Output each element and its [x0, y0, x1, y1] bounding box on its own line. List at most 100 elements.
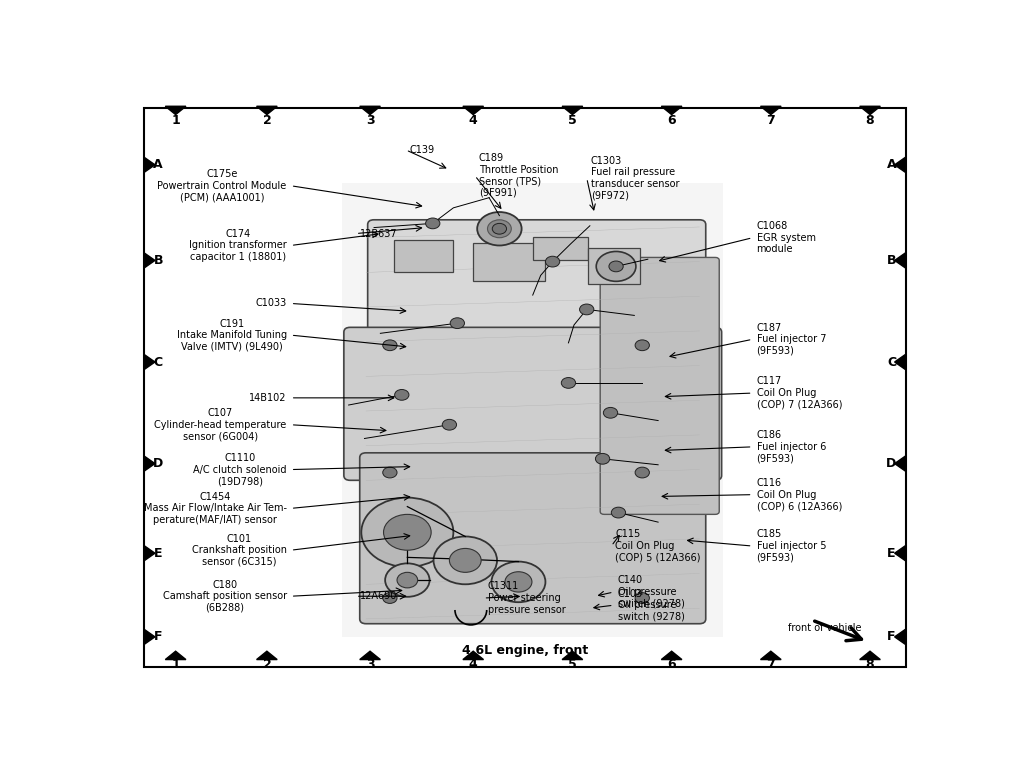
Circle shape	[595, 453, 609, 464]
Circle shape	[635, 593, 649, 604]
Text: C189
Throttle Position
Sensor (TPS)
(9F991): C189 Throttle Position Sensor (TPS) (9F9…	[479, 153, 558, 198]
Text: C186
Fuel injector 6
(9F593): C186 Fuel injector 6 (9F593)	[757, 430, 826, 463]
Text: 2: 2	[262, 113, 271, 126]
Polygon shape	[165, 651, 186, 660]
Circle shape	[477, 212, 521, 245]
Polygon shape	[143, 546, 155, 561]
Text: D: D	[153, 457, 163, 470]
FancyBboxPatch shape	[359, 453, 706, 624]
Circle shape	[493, 223, 507, 234]
Polygon shape	[143, 456, 155, 471]
Circle shape	[487, 220, 511, 237]
Polygon shape	[143, 157, 155, 172]
Text: B: B	[154, 254, 163, 267]
Circle shape	[546, 256, 560, 267]
Polygon shape	[895, 354, 905, 370]
Circle shape	[384, 514, 431, 550]
Text: 14B102: 14B102	[249, 393, 287, 403]
Text: 7: 7	[766, 658, 775, 670]
Polygon shape	[662, 106, 682, 115]
Text: 8: 8	[865, 113, 874, 126]
Text: C185
Fuel injector 5
(9F593): C185 Fuel injector 5 (9F593)	[757, 529, 826, 563]
Text: 3: 3	[366, 113, 375, 126]
Bar	[532, 237, 589, 261]
Circle shape	[426, 218, 440, 229]
Circle shape	[451, 318, 465, 328]
Text: C: C	[154, 355, 163, 369]
Text: C174
Ignition transformer
capacitor 1 (18801): C174 Ignition transformer capacitor 1 (1…	[189, 229, 287, 262]
Polygon shape	[463, 106, 483, 115]
Polygon shape	[359, 106, 380, 115]
Text: C: C	[887, 355, 896, 369]
Bar	[588, 248, 640, 284]
Polygon shape	[895, 629, 905, 645]
Text: F: F	[887, 630, 896, 643]
Text: 4: 4	[469, 113, 477, 126]
FancyBboxPatch shape	[600, 258, 719, 514]
Polygon shape	[562, 651, 583, 660]
Circle shape	[635, 340, 649, 351]
Text: 3: 3	[366, 658, 375, 670]
Text: C175e
Powertrain Control Module
(PCM) (AAA1001): C175e Powertrain Control Module (PCM) (A…	[158, 169, 287, 203]
Polygon shape	[143, 354, 155, 370]
Bar	[473, 242, 545, 282]
Polygon shape	[165, 106, 186, 115]
Text: B: B	[887, 254, 896, 267]
Circle shape	[635, 467, 649, 478]
Text: 2: 2	[262, 658, 271, 670]
Circle shape	[596, 251, 636, 282]
Text: front of vehicle: front of vehicle	[788, 623, 861, 633]
Text: C1110
A/C clutch solenoid
(19D798): C1110 A/C clutch solenoid (19D798)	[194, 453, 287, 486]
Circle shape	[609, 261, 624, 272]
Text: 4.6L engine, front: 4.6L engine, front	[462, 643, 588, 656]
Text: A: A	[154, 158, 163, 171]
Polygon shape	[895, 157, 905, 172]
Text: 1: 1	[171, 113, 180, 126]
Bar	[394, 240, 454, 272]
Text: C1454
Mass Air Flow/Intake Air Tem-
perature(MAF/IAT) sensor: C1454 Mass Air Flow/Intake Air Tem- pera…	[143, 492, 287, 525]
Circle shape	[450, 549, 481, 573]
Text: 1: 1	[171, 658, 180, 670]
Circle shape	[492, 562, 546, 602]
Circle shape	[611, 508, 626, 518]
Text: C1303
Fuel rail pressure
transducer sensor
(9F972): C1303 Fuel rail pressure transducer sens…	[591, 155, 679, 200]
Text: C139: C139	[410, 145, 435, 155]
Polygon shape	[257, 651, 278, 660]
Polygon shape	[895, 546, 905, 561]
Circle shape	[394, 390, 409, 400]
Text: 6: 6	[668, 658, 676, 670]
Text: C140
Oil pressure
switch (9278): C140 Oil pressure switch (9278)	[617, 576, 684, 608]
Text: 12A690: 12A690	[359, 591, 397, 601]
Text: C1311
Power steering
pressure sensor: C1311 Power steering pressure sensor	[487, 581, 565, 615]
Text: C107
Cylinder-head temperature
sensor (6G004): C107 Cylinder-head temperature sensor (6…	[155, 408, 287, 442]
Text: C115
Coil On Plug
(COP) 5 (12A366): C115 Coil On Plug (COP) 5 (12A366)	[615, 529, 700, 563]
Text: C180
Camshaft position sensor
(6B288): C180 Camshaft position sensor (6B288)	[163, 580, 287, 613]
Text: 4: 4	[469, 658, 477, 670]
Circle shape	[603, 407, 617, 418]
Circle shape	[505, 572, 531, 592]
Text: C191
Intake Manifold Tuning
Valve (IMTV) (9L490): C191 Intake Manifold Tuning Valve (IMTV)…	[176, 318, 287, 352]
Circle shape	[383, 340, 397, 351]
Text: C101
Crankshaft position
sensor (6C315): C101 Crankshaft position sensor (6C315)	[191, 534, 287, 566]
Circle shape	[580, 304, 594, 315]
Text: C1033: C1033	[255, 299, 287, 308]
Text: 5: 5	[568, 113, 577, 126]
Circle shape	[442, 419, 457, 430]
Text: 5: 5	[568, 658, 577, 670]
Text: A: A	[887, 158, 896, 171]
Polygon shape	[761, 651, 781, 660]
Circle shape	[561, 378, 575, 388]
Polygon shape	[143, 253, 155, 268]
Circle shape	[385, 563, 430, 597]
Circle shape	[397, 573, 418, 588]
Text: C103
Oil pressure
switch (9278): C103 Oil pressure switch (9278)	[617, 588, 684, 622]
Text: E: E	[887, 547, 896, 559]
FancyBboxPatch shape	[344, 327, 722, 480]
Polygon shape	[359, 651, 380, 660]
Circle shape	[383, 593, 397, 604]
Text: C1068
EGR system
module: C1068 EGR system module	[757, 221, 815, 255]
Text: 12B637: 12B637	[359, 229, 397, 238]
Text: E: E	[154, 547, 163, 559]
Text: C116
Coil On Plug
(COP) 6 (12A366): C116 Coil On Plug (COP) 6 (12A366)	[757, 478, 842, 511]
Polygon shape	[761, 106, 781, 115]
